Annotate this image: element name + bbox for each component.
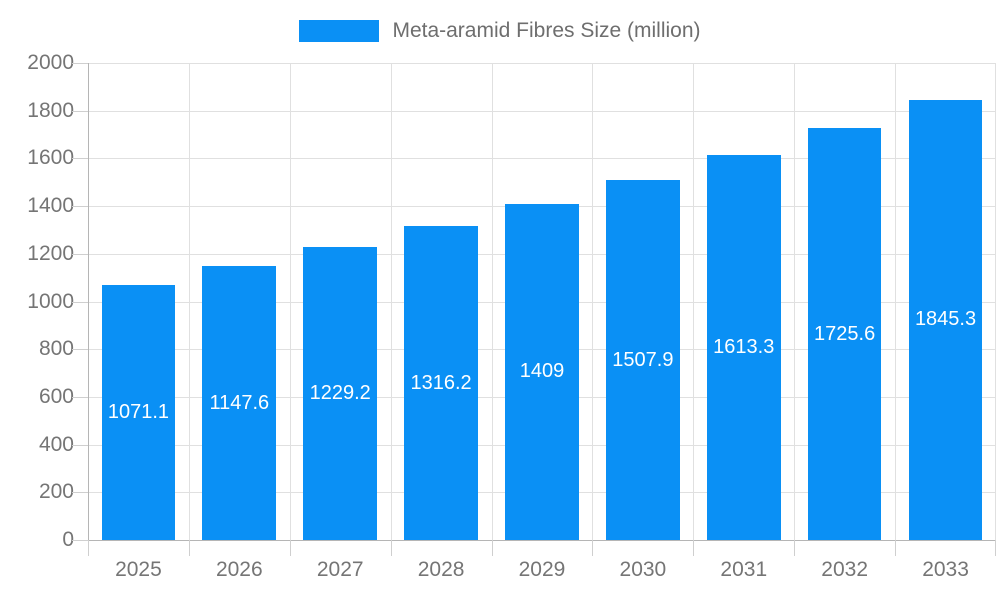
x-axis-tick-label: 2027 (316, 558, 364, 581)
bar-value-label: 1147.6 (209, 391, 270, 414)
v-gridline (390, 63, 392, 540)
v-gridline (491, 63, 493, 540)
x-axis-tick-label: 2029 (518, 558, 566, 581)
bar-value-label: 1316.2 (410, 371, 472, 394)
y-axis-tick-label: 1400 (27, 194, 74, 218)
x-axis-line (88, 540, 996, 541)
y-axis-labels: 0 200 400 600 800 1000 1200 1400 1600 1800 2000 (0, 52, 74, 551)
x-axis-tick-label: 2030 (619, 558, 667, 581)
y-axis-tick-label: 2000 (27, 51, 74, 74)
y-axis-tick (72, 158, 88, 160)
y-axis-tick-label: 600 (38, 384, 74, 408)
v-gridline (188, 63, 190, 540)
y-axis-tick (72, 63, 88, 64)
bar-value-label: 1071.1 (107, 400, 169, 423)
category-cell: 1725.6 (794, 63, 895, 540)
h-gridline (88, 63, 996, 64)
y-axis-tick-label: 800 (38, 337, 74, 361)
x-axis-tick (88, 540, 89, 556)
y-axis-tick (72, 492, 88, 494)
bar-2028: 1316.2 (404, 226, 478, 540)
chart-legend-item[interactable]: Meta-aramid Fibres Size (million) (0, 19, 1000, 43)
bar-value-label: 1845.3 (914, 308, 977, 331)
y-axis-tick-label: 400 (38, 432, 74, 456)
category-cell: 1613.3 (693, 63, 794, 540)
x-axis-tick (995, 540, 996, 556)
v-gridline (693, 63, 695, 540)
category-cell: 1229.2 (290, 63, 391, 540)
y-axis-tick-label: 1800 (27, 98, 74, 122)
y-axis-tick (72, 396, 88, 398)
category-cell: 1071.1 (88, 63, 189, 540)
v-gridline (794, 63, 796, 540)
bar-2029: 1409 (505, 203, 579, 540)
x-axis-tick-label: 2033 (922, 558, 969, 581)
v-gridline (289, 63, 291, 540)
y-axis-tick-label: 1600 (27, 146, 74, 170)
v-gridline (895, 63, 897, 540)
bar-2032: 1725.6 (807, 128, 882, 540)
bar-value-label: 1507.9 (612, 348, 674, 371)
h-gridline (88, 110, 996, 112)
category-cell: 1316.2 (391, 63, 492, 540)
y-axis-tick-label: 0 (62, 528, 74, 551)
category-cell: 1845.3 (895, 63, 996, 540)
y-axis-tick (72, 301, 88, 303)
category-cell: 1507.9 (592, 63, 693, 540)
x-axis-tick-label: 2025 (115, 558, 162, 581)
x-axis-tick (794, 540, 796, 556)
x-axis-tick (289, 540, 291, 556)
y-axis-tick-label: 200 (38, 480, 74, 504)
x-axis-tick-label: 2032 (821, 558, 869, 581)
y-axis-tick (72, 206, 88, 208)
h-gridline (88, 158, 996, 160)
bar-2027: 1229.2 (303, 246, 377, 540)
x-axis-tick (592, 540, 594, 556)
y-axis-tick-label: 1000 (27, 289, 74, 313)
y-axis-tick (72, 110, 88, 112)
y-axis-tick (72, 444, 88, 446)
y-axis-tick (72, 349, 88, 351)
bar-value-label: 1229.2 (309, 381, 371, 404)
v-gridline (995, 63, 996, 540)
x-axis-tick-label: 2031 (720, 558, 768, 581)
x-axis-tick-label: 2028 (417, 558, 465, 581)
y-axis-tick (72, 540, 88, 541)
category-cell: 1409 (492, 63, 593, 540)
plot-area: 1071.1 1147.6 1229.2 1316.2 1409 1507.9 1613.3… (72, 63, 996, 556)
x-axis-tick (491, 540, 493, 556)
bar-value-label: 1409 (519, 360, 565, 383)
x-axis-tick-label: 2026 (215, 558, 263, 581)
v-gridline (592, 63, 594, 540)
bar-value-label: 1725.6 (814, 322, 876, 345)
bar-2031: 1613.3 (706, 155, 781, 540)
legend-swatch (299, 20, 380, 42)
x-axis-tick (188, 540, 190, 556)
y-axis-line (88, 63, 89, 540)
y-axis-tick-label: 1200 (27, 241, 74, 265)
bar-2033: 1845.3 (908, 99, 983, 540)
x-axis-tick (390, 540, 392, 556)
bar-2025: 1071.1 (101, 284, 176, 540)
bar-value-label: 1613.3 (713, 336, 775, 359)
x-axis-tick (895, 540, 897, 556)
bar-2026: 1147.6 (202, 266, 277, 540)
legend-label: Meta-aramid Fibres Size (million) (392, 19, 701, 42)
bar-2030: 1507.9 (606, 180, 680, 540)
y-axis-tick (72, 253, 88, 255)
x-axis-tick (693, 540, 695, 556)
category-cell: 1147.6 (189, 63, 290, 540)
x-axis-labels: 2025 2026 2027 2028 2029 2030 2031 2032 2033 (88, 557, 996, 585)
